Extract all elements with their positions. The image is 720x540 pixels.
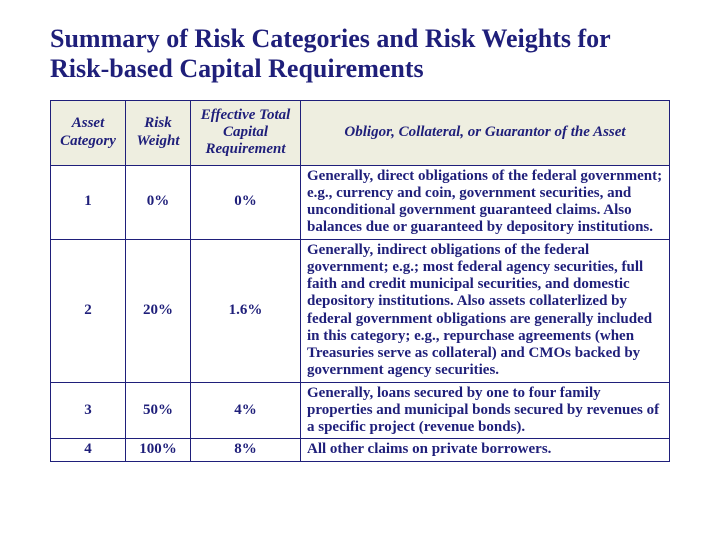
table-row: 1 0% 0% Generally, direct obligations of…: [51, 165, 670, 239]
table-row: 2 20% 1.6% Generally, indirect obligatio…: [51, 239, 670, 382]
cell-obligor: Generally, indirect obligations of the f…: [301, 239, 670, 382]
cell-effective: 1.6%: [191, 239, 301, 382]
cell-risk-weight: 50%: [126, 382, 191, 439]
risk-table: Asset Category Risk Weight Effective Tot…: [50, 100, 670, 462]
page-title: Summary of Risk Categories and Risk Weig…: [50, 24, 670, 84]
cell-obligor: Generally, direct obligations of the fed…: [301, 165, 670, 239]
col-obligor: Obligor, Collateral, or Guarantor of the…: [301, 100, 670, 165]
cell-category: 4: [51, 439, 126, 461]
cell-obligor: Generally, loans secured by one to four …: [301, 382, 670, 439]
cell-risk-weight: 0%: [126, 165, 191, 239]
table-row: 3 50% 4% Generally, loans secured by one…: [51, 382, 670, 439]
cell-effective: 0%: [191, 165, 301, 239]
cell-category: 1: [51, 165, 126, 239]
cell-category: 3: [51, 382, 126, 439]
col-effective: Effective Total Capital Requirement: [191, 100, 301, 165]
col-risk-weight: Risk Weight: [126, 100, 191, 165]
table-header-row: Asset Category Risk Weight Effective Tot…: [51, 100, 670, 165]
table-row: 4 100% 8% All other claims on private bo…: [51, 439, 670, 461]
col-asset-category: Asset Category: [51, 100, 126, 165]
cell-risk-weight: 100%: [126, 439, 191, 461]
cell-category: 2: [51, 239, 126, 382]
cell-effective: 4%: [191, 382, 301, 439]
cell-obligor: All other claims on private borrowers.: [301, 439, 670, 461]
cell-effective: 8%: [191, 439, 301, 461]
cell-risk-weight: 20%: [126, 239, 191, 382]
